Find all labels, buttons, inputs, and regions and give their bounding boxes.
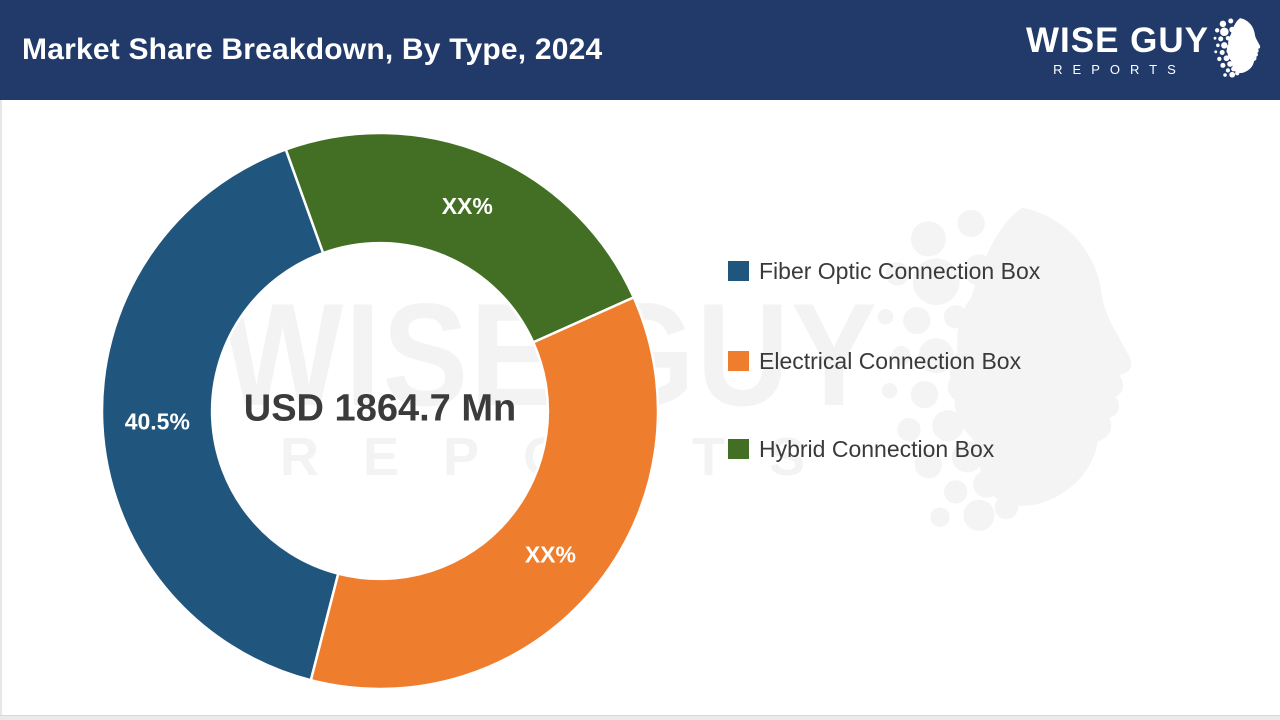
brand-face-icon xyxy=(1213,18,1261,78)
donut-chart: 40.5% XX% XX% xyxy=(100,131,660,691)
donut-segment-hybrid-connection-box xyxy=(284,131,635,344)
legend-label: Hybrid Connection Box xyxy=(759,435,995,462)
chart-center-value: USD 1864.7 Mn xyxy=(243,387,517,430)
page-title: Market Share Breakdown, By Type, 2024 xyxy=(22,33,603,66)
legend-item-fiber-optic-connection-box: Fiber Optic Connection Box xyxy=(728,257,1040,285)
brand-logo: WISE GUY REPORTS xyxy=(1026,16,1266,84)
legend-swatch-hybrid xyxy=(728,439,749,459)
brand-name: WISE GUY xyxy=(1025,21,1209,60)
legend-label: Electrical Connection Box xyxy=(759,347,1022,374)
brand-wordmark: WISE GUY REPORTS xyxy=(1026,23,1209,77)
legend-item-hybrid-connection-box: Hybrid Connection Box xyxy=(728,435,994,463)
slice-label-fiber-optic-connection-box: 40.5% xyxy=(125,409,190,435)
legend-swatch-electrical xyxy=(728,351,749,371)
slice-label-hybrid-connection-box: XX% xyxy=(442,193,493,219)
brand-subtitle: REPORTS xyxy=(1053,62,1186,77)
legend-item-electrical-connection-box: Electrical Connection Box xyxy=(728,347,1021,375)
bottom-strip xyxy=(0,715,1280,720)
slice-label-electrical-connection-box: XX% xyxy=(525,542,576,568)
content-left-border xyxy=(0,100,2,716)
header: Market Share Breakdown, By Type, 2024 WI… xyxy=(0,0,1280,100)
watermark-face-icon xyxy=(877,207,1132,531)
legend-swatch-fiber-optic xyxy=(728,261,749,281)
donut-segment-electrical-connection-box xyxy=(309,296,660,691)
legend-label: Fiber Optic Connection Box xyxy=(759,257,1041,284)
donut-segment-fiber-optic-connection-box xyxy=(100,148,340,682)
